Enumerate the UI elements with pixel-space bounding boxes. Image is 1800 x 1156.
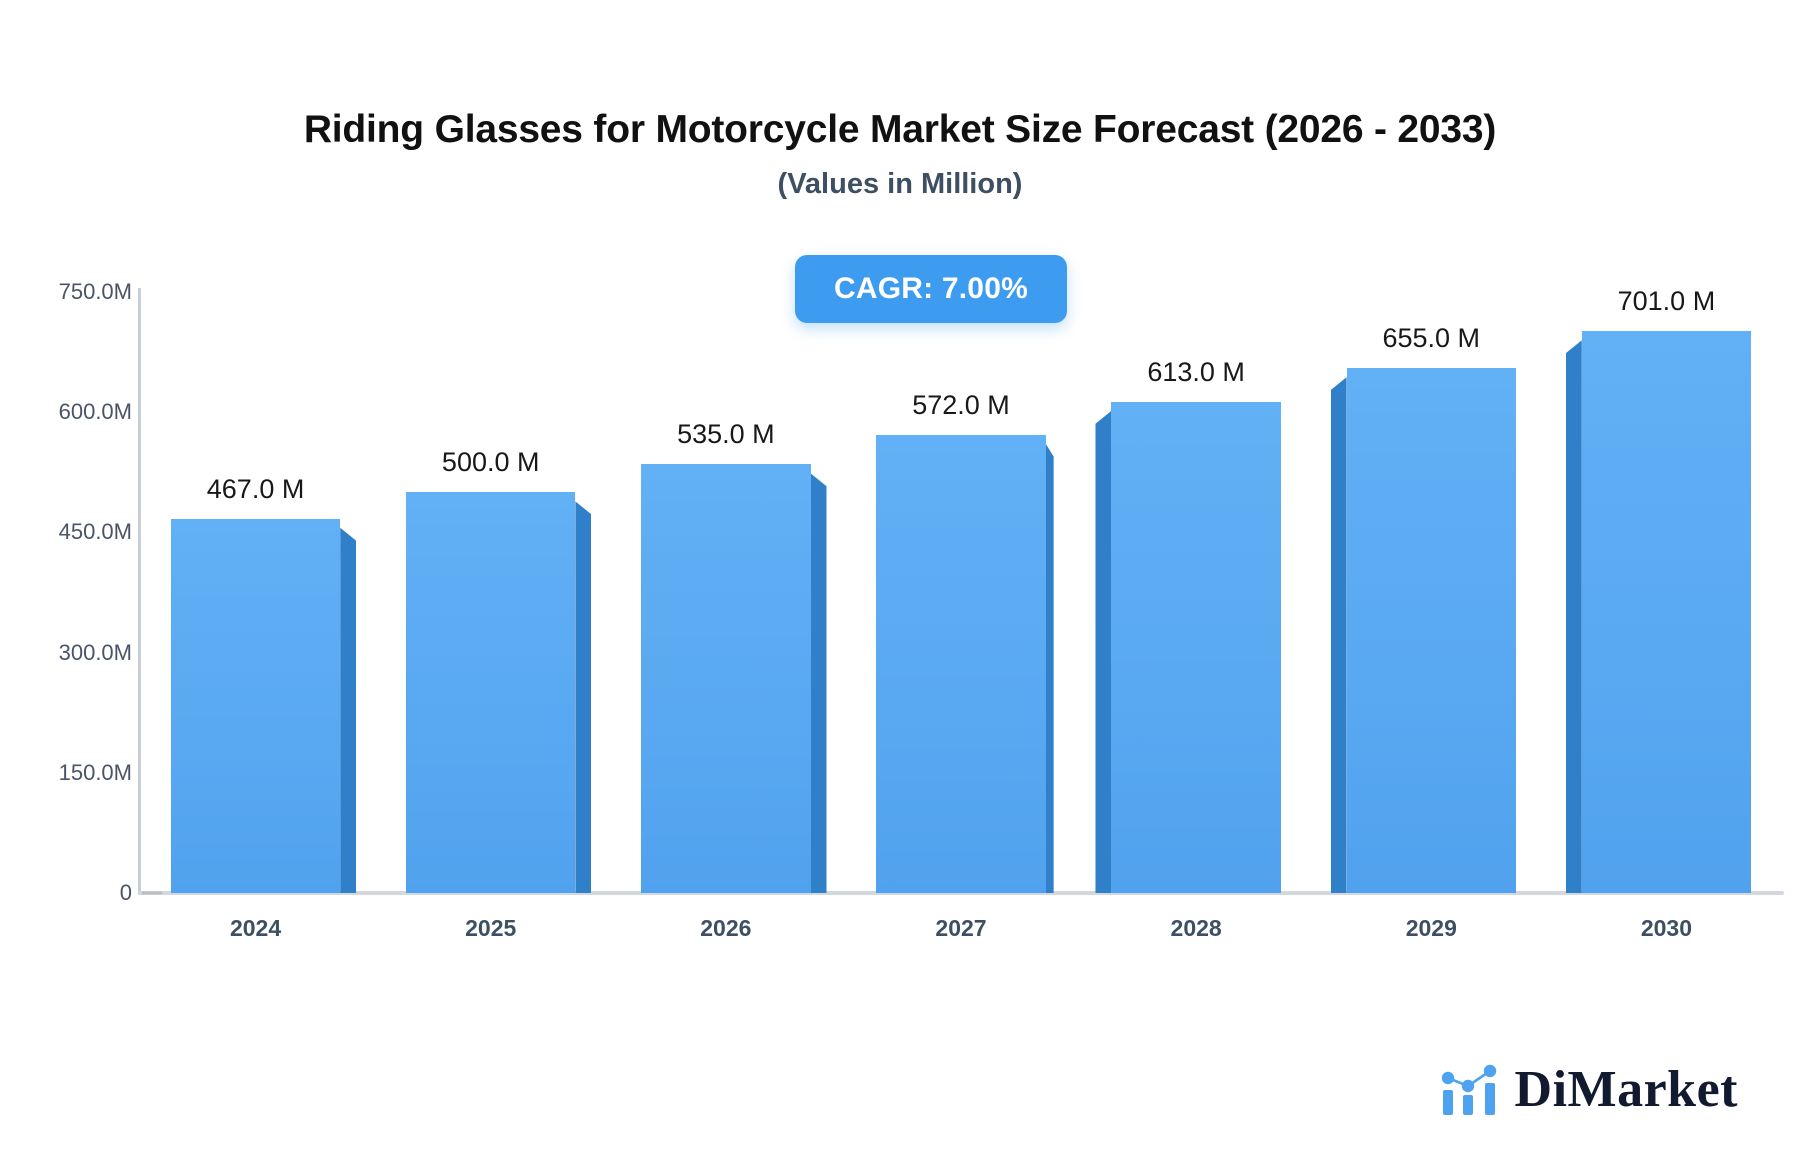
logo-text: DiMarket [1514, 1061, 1738, 1118]
bar: 500.0 M [406, 447, 592, 893]
cagr-badge: CAGR: 7.00% [795, 255, 1067, 323]
bar-face [876, 434, 1046, 893]
bar-value-label: 500.0 M [441, 447, 540, 478]
bar-face [406, 492, 576, 893]
cagr-badge-label: CAGR: 7.00% [834, 272, 1028, 305]
page-title: Riding Glasses for Motorcycle Market Siz… [303, 108, 1497, 151]
bar-value-label: 613.0 M [1147, 356, 1245, 387]
bar-side-face [1045, 443, 1054, 893]
bar-side-face [810, 473, 827, 893]
y-axis-tick-label: 150.0M [58, 759, 132, 785]
bar-face [641, 464, 811, 893]
y-axis-tick-mark [142, 891, 162, 895]
y-axis-line [138, 288, 141, 895]
y-axis-tick-label: 450.0M [58, 519, 132, 545]
bar-face [170, 518, 341, 893]
bar-value-label: 572.0 M [912, 389, 1010, 420]
bar: 655.0 M [1330, 323, 1516, 893]
bar: 701.0 M [1565, 286, 1752, 893]
y-axis-tick-label: 600.0M [58, 399, 132, 425]
y-axis-tick-label: 750.0M [58, 279, 132, 304]
bar-face [1111, 401, 1281, 893]
y-axis-tick-label: 0 [119, 880, 132, 905]
bar: 467.0 M [170, 474, 357, 893]
x-axis-tick-label: 2028 [1170, 915, 1222, 941]
bar: 535.0 M [641, 419, 827, 893]
bar-value-label: 655.0 M [1382, 323, 1481, 354]
y-axis-ticks: 0 150.0M 300.0M 450.0M 600.0M 750.0M [0, 0, 132, 1156]
bar-face [1581, 331, 1752, 893]
x-axis-tick-label: 2026 [700, 915, 752, 941]
x-axis-tick-label: 2030 [1640, 915, 1693, 941]
bar: 572.0 M [876, 390, 1054, 893]
bar-side-face [1330, 377, 1347, 893]
x-axis-tick-label: 2024 [229, 915, 282, 941]
dimarket-logo: DiMarket [1439, 1062, 1738, 1118]
bar-side-face [1095, 410, 1112, 893]
x-axis-tick-label: 2027 [935, 915, 987, 941]
bar-value-label: 467.0 M [206, 473, 305, 504]
bar-side-face [340, 527, 357, 893]
y-axis-tick-label: 300.0M [58, 639, 132, 665]
bar-value-label: 535.0 M [677, 419, 775, 450]
x-axis-line [138, 891, 1784, 895]
bar-side-face [1565, 340, 1582, 893]
bar-side-face [575, 501, 592, 893]
bar-value-label: 701.0 M [1617, 286, 1716, 317]
chart-subtitle: (Values in Million) [777, 168, 1023, 200]
x-axis-tick-label: 2025 [465, 915, 517, 941]
bar: 613.0 M [1095, 357, 1281, 893]
x-axis-tick-label: 2029 [1405, 915, 1457, 941]
bar-face [1346, 368, 1516, 893]
bar-chart-logo-icon [1441, 1064, 1496, 1115]
